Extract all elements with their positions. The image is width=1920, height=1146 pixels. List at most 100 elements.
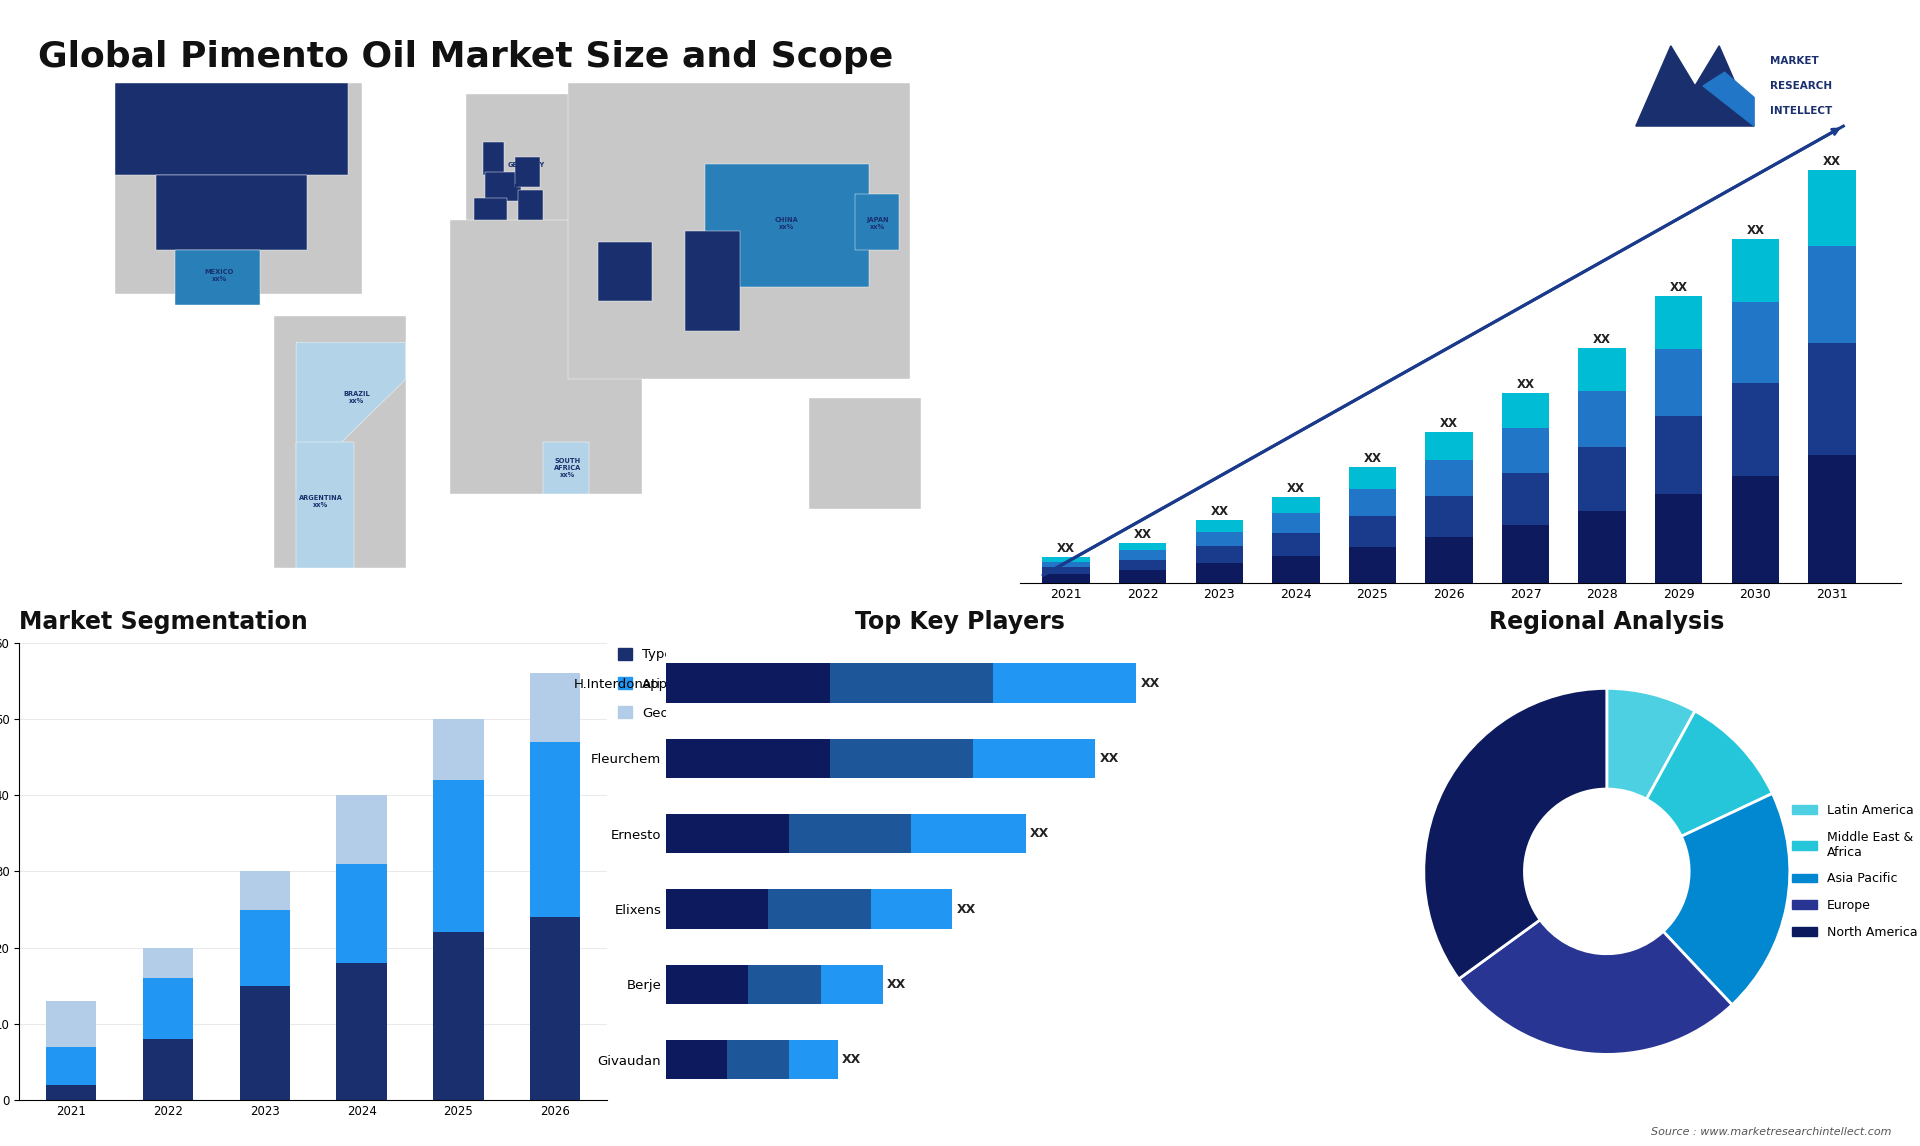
Bar (1578, 391, 1626, 447)
Polygon shape (685, 231, 741, 331)
Wedge shape (1663, 793, 1789, 1005)
Bar (789, 814, 912, 854)
Bar (240, 910, 290, 986)
Polygon shape (518, 190, 543, 223)
Polygon shape (275, 316, 405, 568)
Bar (1425, 432, 1473, 461)
Text: Global Pimento Oil Market Size and Scope: Global Pimento Oil Market Size and Scope (38, 40, 893, 74)
Bar (1809, 170, 1855, 245)
Polygon shape (486, 172, 520, 202)
Bar (1196, 532, 1242, 545)
Polygon shape (115, 83, 361, 295)
Polygon shape (1703, 72, 1755, 126)
Bar (336, 963, 386, 1100)
Bar (46, 1000, 96, 1046)
Text: BRAZIL
xx%: BRAZIL xx% (344, 391, 371, 405)
Bar (993, 664, 1137, 702)
Bar (1809, 245, 1855, 343)
Bar (1043, 567, 1091, 574)
Text: U.S.
xx%: U.S. xx% (217, 206, 232, 219)
Bar (46, 1046, 96, 1085)
Polygon shape (296, 442, 353, 568)
Bar (666, 814, 789, 854)
Bar (1501, 473, 1549, 525)
Text: XX: XX (1747, 223, 1764, 236)
Bar (1809, 343, 1855, 455)
Text: MEXICO
xx%: MEXICO xx% (205, 269, 234, 282)
Text: MARKET: MARKET (1770, 56, 1818, 65)
Bar (747, 965, 822, 1004)
Polygon shape (568, 83, 910, 379)
Bar (1043, 557, 1091, 562)
Text: GERMANY
xx%: GERMANY xx% (507, 162, 545, 174)
Bar (434, 719, 484, 780)
Bar (530, 673, 580, 741)
Polygon shape (856, 194, 899, 250)
Bar (829, 739, 973, 778)
Bar (142, 979, 194, 1039)
Text: CHINA
xx%: CHINA xx% (776, 217, 799, 230)
Polygon shape (474, 198, 507, 227)
Text: SPAIN
xx%: SPAIN xx% (476, 206, 499, 219)
Bar (1501, 393, 1549, 429)
Bar (1425, 495, 1473, 536)
Text: XX: XX (1594, 332, 1611, 346)
Bar (336, 864, 386, 963)
Bar (1043, 574, 1091, 583)
Text: CANADA
xx%: CANADA xx% (221, 125, 252, 138)
Bar (1655, 416, 1703, 494)
Bar (240, 986, 290, 1100)
Text: XX: XX (956, 903, 975, 916)
Bar (1732, 383, 1780, 477)
Bar (1578, 510, 1626, 583)
Bar (336, 795, 386, 864)
Text: Market Segmentation: Market Segmentation (19, 610, 307, 634)
Bar (912, 814, 1025, 854)
Bar (434, 780, 484, 933)
Text: XX: XX (1517, 378, 1534, 391)
Bar (829, 664, 993, 702)
Bar (46, 1085, 96, 1100)
Text: XX: XX (1100, 752, 1119, 764)
Bar (728, 1041, 789, 1080)
Polygon shape (156, 175, 307, 250)
Text: XX: XX (1822, 155, 1841, 167)
Polygon shape (705, 164, 870, 286)
Bar (1655, 494, 1703, 583)
Wedge shape (1607, 689, 1695, 799)
Text: FRANCE
xx%: FRANCE xx% (490, 183, 518, 197)
Bar (1043, 562, 1091, 567)
Bar (822, 965, 883, 1004)
Wedge shape (1459, 920, 1732, 1054)
Bar (1425, 461, 1473, 495)
Bar (1273, 512, 1319, 533)
Bar (1196, 545, 1242, 563)
Polygon shape (808, 398, 922, 509)
Text: INTELLECT: INTELLECT (1770, 107, 1832, 116)
Polygon shape (515, 157, 540, 187)
Bar (666, 739, 829, 778)
Bar (1732, 301, 1780, 383)
Polygon shape (482, 142, 505, 175)
Text: SOUTH
AFRICA
xx%: SOUTH AFRICA xx% (553, 458, 582, 478)
Bar (870, 889, 952, 928)
Text: XX: XX (1210, 505, 1229, 518)
Text: U.K.
xx%: U.K. xx% (486, 143, 501, 156)
Polygon shape (449, 220, 641, 494)
Bar (1501, 525, 1549, 583)
Polygon shape (175, 250, 261, 305)
Bar (142, 948, 194, 979)
Bar (666, 889, 768, 928)
Text: SAUDI
ARABIA
xx%: SAUDI ARABIA xx% (609, 261, 636, 282)
Text: ITALY
xx%: ITALY xx% (522, 198, 541, 212)
Legend: Latin America, Middle East &
Africa, Asia Pacific, Europe, North America: Latin America, Middle East & Africa, Asi… (1788, 799, 1920, 944)
Bar (1348, 548, 1396, 583)
Title: Top Key Players: Top Key Players (854, 610, 1066, 634)
Text: Source : www.marketresearchintellect.com: Source : www.marketresearchintellect.com (1651, 1127, 1891, 1137)
Polygon shape (1636, 46, 1755, 126)
Bar (434, 933, 484, 1100)
Bar (1732, 477, 1780, 583)
Bar (666, 664, 829, 702)
Polygon shape (543, 442, 589, 494)
Bar (666, 1041, 728, 1080)
